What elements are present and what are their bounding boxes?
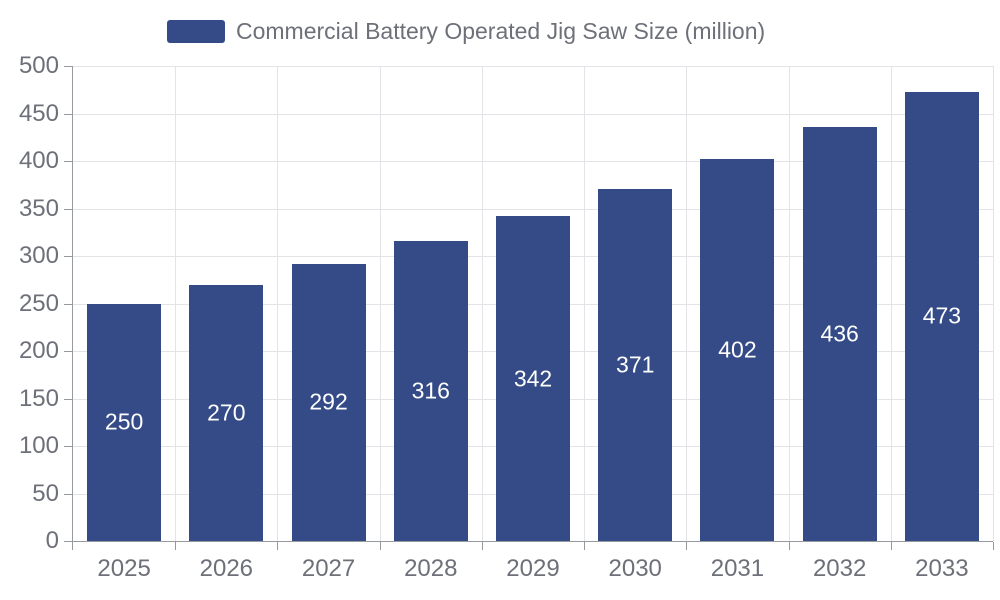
x-tick (72, 542, 73, 550)
x-tick (481, 542, 483, 550)
x-tick-label: 2026 (199, 555, 254, 582)
bar[interactable]: 342 (496, 216, 570, 541)
x-tick (788, 542, 790, 550)
y-tick-label: 0 (45, 527, 59, 554)
bar[interactable]: 436 (802, 126, 877, 541)
bar[interactable]: 270 (189, 284, 264, 541)
y-tick (64, 493, 72, 495)
y-tick (64, 161, 72, 162)
bar[interactable]: 402 (700, 159, 775, 541)
x-tick (686, 542, 688, 550)
y-tick-label: 100 (18, 432, 59, 459)
x-tick-label: 2028 (404, 555, 458, 582)
bar-value-label: 292 (309, 388, 348, 415)
y-tick (64, 113, 72, 115)
bar[interactable]: 371 (598, 188, 673, 541)
y-tick-label: 150 (18, 384, 59, 412)
x-grid-line (584, 66, 586, 541)
y-tick (64, 66, 72, 67)
y-tick-label: 50 (32, 479, 59, 507)
x-tick-label: 2032 (812, 555, 867, 582)
x-grid-line (993, 66, 994, 541)
x-tick-label: 2030 (608, 555, 662, 582)
y-tick (64, 398, 72, 400)
x-axis-line (72, 541, 993, 542)
bar-value-label: 270 (207, 399, 246, 426)
bar-value-label: 316 (411, 377, 450, 404)
y-tick (64, 541, 72, 542)
x-grid-line (686, 66, 688, 541)
y-tick-label: 250 (18, 289, 59, 317)
y-grid-line (73, 66, 993, 67)
x-grid-line (890, 66, 892, 541)
bar[interactable]: 292 (291, 263, 366, 541)
x-grid-line (788, 66, 790, 541)
y-tick-label: 500 (18, 52, 59, 79)
legend[interactable]: Commercial Battery Operated Jig Saw Size… (167, 18, 765, 46)
x-tick (890, 542, 892, 550)
y-grid-line (73, 113, 993, 115)
x-tick-label: 2025 (97, 555, 151, 582)
bar-value-label: 473 (922, 302, 962, 329)
y-tick (64, 446, 72, 447)
legend-swatch (167, 20, 225, 44)
y-tick-label: 400 (18, 147, 59, 174)
y-tick (64, 256, 72, 257)
y-tick-label: 350 (18, 194, 59, 222)
x-tick (379, 542, 381, 550)
x-tick-label: 2031 (710, 555, 765, 582)
x-grid-line (481, 66, 483, 541)
y-grid-line (73, 161, 993, 162)
y-tick-label: 200 (18, 337, 59, 364)
y-tick-label: 450 (18, 99, 59, 127)
y-axis-line (72, 66, 73, 541)
x-grid-line (379, 66, 381, 541)
bar[interactable]: 473 (904, 91, 979, 541)
y-tick (64, 303, 72, 305)
bar-value-label: 371 (616, 351, 655, 378)
x-grid-line (277, 66, 279, 541)
x-tick-label: 2033 (915, 555, 969, 582)
x-tick (175, 542, 177, 550)
bar-value-label: 436 (820, 320, 859, 347)
x-tick-label: 2027 (301, 555, 356, 582)
x-grid-line (175, 66, 177, 541)
y-tick (64, 208, 72, 210)
bar[interactable]: 316 (393, 240, 468, 541)
y-tick (64, 351, 72, 352)
y-grid-line (73, 208, 993, 210)
x-tick-label: 2029 (506, 555, 560, 582)
x-tick (993, 542, 994, 550)
x-tick (584, 542, 586, 550)
legend-label: Commercial Battery Operated Jig Saw Size… (236, 18, 766, 44)
x-tick (277, 542, 279, 550)
bar-value-label: 402 (718, 336, 757, 363)
y-tick-label: 300 (18, 242, 59, 269)
bar[interactable]: 250 (87, 303, 162, 541)
bar-value-label: 250 (104, 408, 144, 435)
bar-value-label: 342 (513, 365, 553, 392)
